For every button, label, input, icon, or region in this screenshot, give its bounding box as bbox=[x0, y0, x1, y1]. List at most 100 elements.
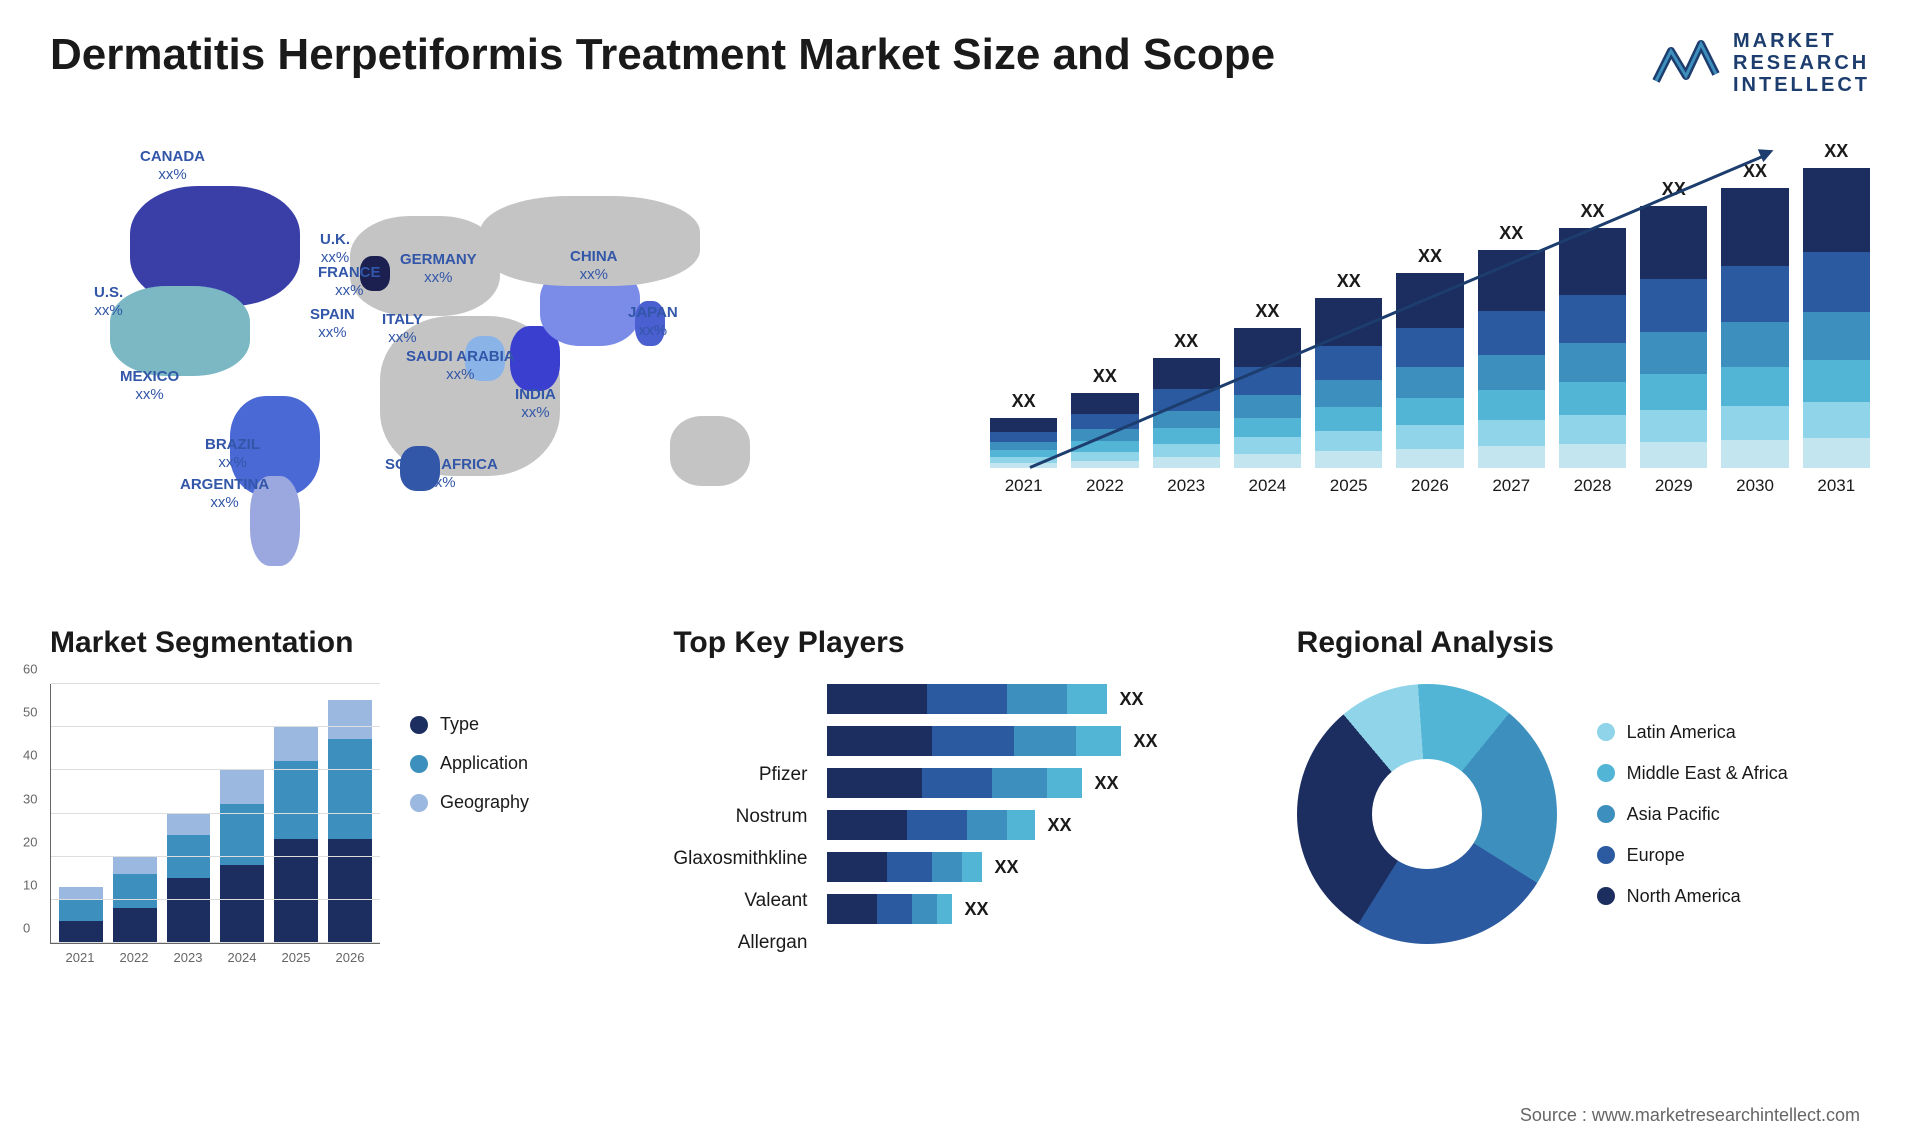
map-label: GERMANYxx% bbox=[400, 251, 477, 287]
map-region bbox=[110, 286, 250, 376]
legend-item: Geography bbox=[410, 792, 529, 813]
legend-dot-icon bbox=[410, 794, 428, 812]
forecast-year: 2027 bbox=[1492, 476, 1530, 496]
key-players-chart: XXXXXXXXXXXX bbox=[827, 684, 1246, 958]
forecast-year: 2023 bbox=[1167, 476, 1205, 496]
key-player-value: XX bbox=[1133, 731, 1157, 752]
key-player-bar: XX bbox=[827, 726, 1246, 756]
segmentation-chart: 0102030405060 bbox=[50, 684, 380, 944]
key-player-value: XX bbox=[994, 857, 1018, 878]
segmentation-title: Market Segmentation bbox=[50, 626, 623, 660]
logo-line1: MARKET bbox=[1733, 30, 1870, 52]
legend-label: Asia Pacific bbox=[1627, 804, 1720, 825]
page-title: Dermatitis Herpetiformis Treatment Marke… bbox=[50, 30, 1275, 80]
forecast-bar-label: XX bbox=[1337, 271, 1361, 292]
key-player-value: XX bbox=[1094, 773, 1118, 794]
legend-label: Application bbox=[440, 753, 528, 774]
key-player-bar: XX bbox=[827, 768, 1246, 798]
segmentation-bar bbox=[167, 813, 211, 943]
legend-item: Middle East & Africa bbox=[1597, 763, 1788, 784]
brand-logo: MARKET RESEARCH INTELLECT bbox=[1651, 30, 1870, 96]
key-player-bar: XX bbox=[827, 684, 1246, 714]
legend-label: Latin America bbox=[1627, 722, 1736, 743]
legend-item: North America bbox=[1597, 886, 1788, 907]
key-players-title: Top Key Players bbox=[673, 626, 1246, 660]
legend-dot-icon bbox=[1597, 764, 1615, 782]
legend-item: Latin America bbox=[1597, 722, 1788, 743]
forecast-bar-label: XX bbox=[1824, 141, 1848, 162]
map-label: CHINAxx% bbox=[570, 248, 618, 284]
key-players-section: Top Key Players Pfizer Nostrum Glaxosmithk… bbox=[673, 626, 1246, 965]
forecast-year: 2026 bbox=[1411, 476, 1449, 496]
legend-dot-icon bbox=[1597, 723, 1615, 741]
map-label: U.K.xx% bbox=[320, 231, 350, 267]
seg-ytick: 30 bbox=[23, 791, 37, 806]
map-label: INDIAxx% bbox=[515, 386, 556, 422]
segmentation-bar bbox=[59, 887, 103, 943]
legend-dot-icon bbox=[410, 755, 428, 773]
key-player-label: Nostrum bbox=[736, 802, 808, 832]
forecast-bar: XX2030 bbox=[1721, 161, 1788, 496]
forecast-year: 2031 bbox=[1817, 476, 1855, 496]
seg-ytick: 20 bbox=[23, 834, 37, 849]
map-label: JAPANxx% bbox=[628, 304, 678, 340]
map-region bbox=[670, 416, 750, 486]
legend-item: Europe bbox=[1597, 845, 1788, 866]
forecast-bar: XX 2022 bbox=[1071, 366, 1138, 496]
forecast-bar-label: XX bbox=[1093, 366, 1117, 387]
key-player-label: Valeant bbox=[744, 886, 807, 916]
key-player-bar: XX bbox=[827, 852, 1246, 882]
logo-icon bbox=[1651, 36, 1721, 90]
map-label: U.S.xx% bbox=[94, 284, 123, 320]
legend-label: Europe bbox=[1627, 845, 1685, 866]
logo-line2: RESEARCH bbox=[1733, 52, 1870, 74]
map-label: CANADAxx% bbox=[140, 148, 205, 184]
regional-title: Regional Analysis bbox=[1297, 626, 1870, 660]
legend-label: Type bbox=[440, 714, 479, 735]
segmentation-bar bbox=[274, 726, 318, 943]
legend-label: Middle East & Africa bbox=[1627, 763, 1788, 784]
forecast-year: 2022 bbox=[1086, 476, 1124, 496]
key-player-value: XX bbox=[1119, 689, 1143, 710]
forecast-year: 2029 bbox=[1655, 476, 1693, 496]
forecast-bar-label: XX bbox=[1580, 201, 1604, 222]
forecast-bar-label: XX bbox=[1174, 331, 1198, 352]
seg-xlabel: 2025 bbox=[274, 950, 318, 965]
forecast-chart: XX2021XX2022XX2023XX2024XX2025XX2026XX20… bbox=[990, 136, 1870, 576]
forecast-bar: XX 2031 bbox=[1803, 141, 1870, 496]
forecast-year: 2025 bbox=[1330, 476, 1368, 496]
forecast-bar: XX2029 bbox=[1640, 179, 1707, 496]
map-label: ITALYxx% bbox=[382, 311, 423, 347]
legend-dot-icon bbox=[1597, 846, 1615, 864]
regional-donut bbox=[1297, 684, 1557, 944]
legend-item: Asia Pacific bbox=[1597, 804, 1788, 825]
seg-ytick: 10 bbox=[23, 877, 37, 892]
legend-label: North America bbox=[1627, 886, 1741, 907]
legend-dot-icon bbox=[410, 716, 428, 734]
legend-dot-icon bbox=[1597, 887, 1615, 905]
seg-xlabel: 2022 bbox=[112, 950, 156, 965]
seg-ytick: 50 bbox=[23, 705, 37, 720]
key-player-value: XX bbox=[1047, 815, 1071, 836]
seg-ytick: 0 bbox=[23, 921, 30, 936]
forecast-bar: XX 2024 bbox=[1234, 301, 1301, 496]
forecast-bar-label: XX bbox=[1418, 246, 1442, 267]
segmentation-bar bbox=[328, 700, 372, 943]
forecast-bar: XX 2025 bbox=[1315, 271, 1382, 496]
key-player-bar: XX bbox=[827, 810, 1246, 840]
seg-xlabel: 2024 bbox=[220, 950, 264, 965]
segmentation-section: Market Segmentation 0102030405060 202120… bbox=[50, 626, 623, 965]
seg-ytick: 60 bbox=[23, 662, 37, 677]
forecast-bar-label: XX bbox=[1012, 391, 1036, 412]
map-label: ARGENTINAxx% bbox=[180, 476, 269, 512]
key-player-label: Pfizer bbox=[759, 760, 808, 790]
regional-legend: Latin America Middle East & Africa Asia Pa… bbox=[1597, 722, 1788, 907]
forecast-bar-label: XX bbox=[1255, 301, 1279, 322]
key-player-label: Glaxosmithkline bbox=[673, 844, 807, 874]
legend-item: Application bbox=[410, 753, 529, 774]
logo-line3: INTELLECT bbox=[1733, 74, 1870, 96]
forecast-bar: XX 2023 bbox=[1153, 331, 1220, 496]
forecast-year: 2024 bbox=[1249, 476, 1287, 496]
map-label: FRANCExx% bbox=[318, 264, 381, 300]
segmentation-legend: Type Application Geography bbox=[410, 684, 529, 965]
